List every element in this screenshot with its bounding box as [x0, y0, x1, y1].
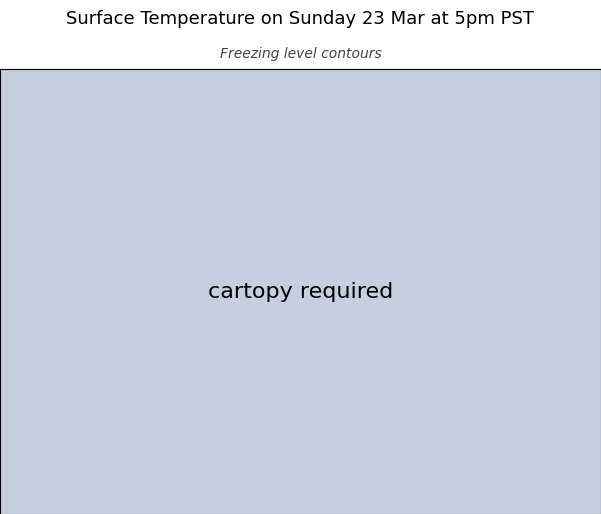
Text: cartopy required: cartopy required — [208, 282, 393, 302]
Text: Surface Temperature on Sunday 23 Mar at 5pm PST: Surface Temperature on Sunday 23 Mar at … — [67, 10, 534, 28]
Text: Freezing level contours: Freezing level contours — [219, 47, 382, 61]
